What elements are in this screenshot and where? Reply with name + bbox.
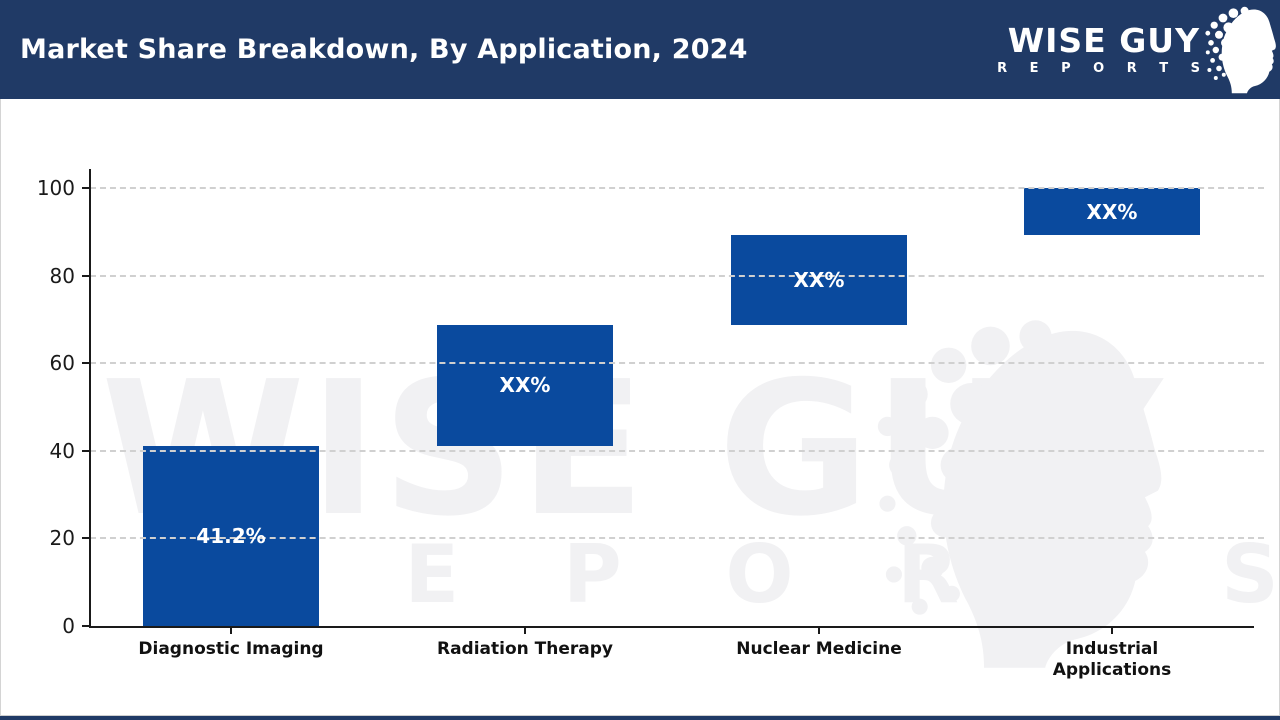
bar-segment: [731, 235, 907, 325]
x-axis-line: [89, 626, 1254, 628]
y-axis-line: [89, 169, 91, 628]
bar-value-label: XX%: [499, 373, 551, 398]
y-tick-label: 40: [49, 438, 75, 463]
gridline: [90, 187, 1264, 189]
x-tick-label: Radiation Therapy: [436, 639, 614, 659]
brand-logo-text: WISE GUY R E P O R T S: [997, 21, 1200, 77]
y-tick-label: 60: [49, 351, 75, 376]
y-tick-mark: [82, 625, 89, 627]
y-tick-label: 0: [62, 614, 75, 638]
page-title: Market Share Breakdown, By Application, …: [20, 34, 748, 65]
brand-subname: R E P O R T S: [997, 61, 1209, 76]
y-tick-label: 20: [49, 526, 75, 551]
chart-area: WISE GUY R E P O R T S 41.2% Diagnostic I…: [0, 99, 1280, 716]
footer-accent-bar: [0, 716, 1280, 720]
plot-area: 41.2% Diagnostic Imaging XX% Radiation Ther…: [1, 99, 1279, 715]
bar-segment: [143, 445, 319, 626]
y-tick-label: 100: [36, 176, 75, 200]
bar-value-label: XX%: [1086, 199, 1138, 224]
x-tick-mark: [1111, 628, 1113, 634]
x-tick-label: Diagnostic Imaging: [138, 639, 324, 659]
x-tick-mark: [818, 628, 820, 634]
bar-value-label: XX%: [793, 267, 845, 292]
y-tick-mark: [82, 274, 89, 277]
y-tick-mark: [82, 362, 89, 365]
gridline: [90, 362, 1264, 365]
brand-logo: WISE GUY R E P O R T S: [997, 6, 1280, 94]
bar-value-label: 41.2%: [196, 523, 266, 548]
brand-name: WISE GUY: [1007, 21, 1200, 60]
gridline: [90, 449, 1264, 452]
x-tick-mark: [524, 628, 526, 634]
x-tick-mark: [230, 628, 232, 634]
header-bar: Market Share Breakdown, By Application, …: [0, 0, 1280, 99]
y-tick-mark: [82, 187, 89, 189]
bar-segment: [437, 324, 613, 446]
dotted-head-icon: [1205, 6, 1276, 93]
y-tick-label: 80: [49, 263, 75, 288]
x-tick-label: Nuclear Medicine: [736, 639, 902, 659]
gridline: [90, 537, 1264, 540]
gridline: [90, 274, 1264, 277]
bar-segment: [1024, 188, 1200, 236]
y-tick-mark: [82, 537, 89, 540]
y-tick-mark: [82, 449, 89, 452]
x-tick-label: Industrial Applications: [1052, 639, 1172, 680]
